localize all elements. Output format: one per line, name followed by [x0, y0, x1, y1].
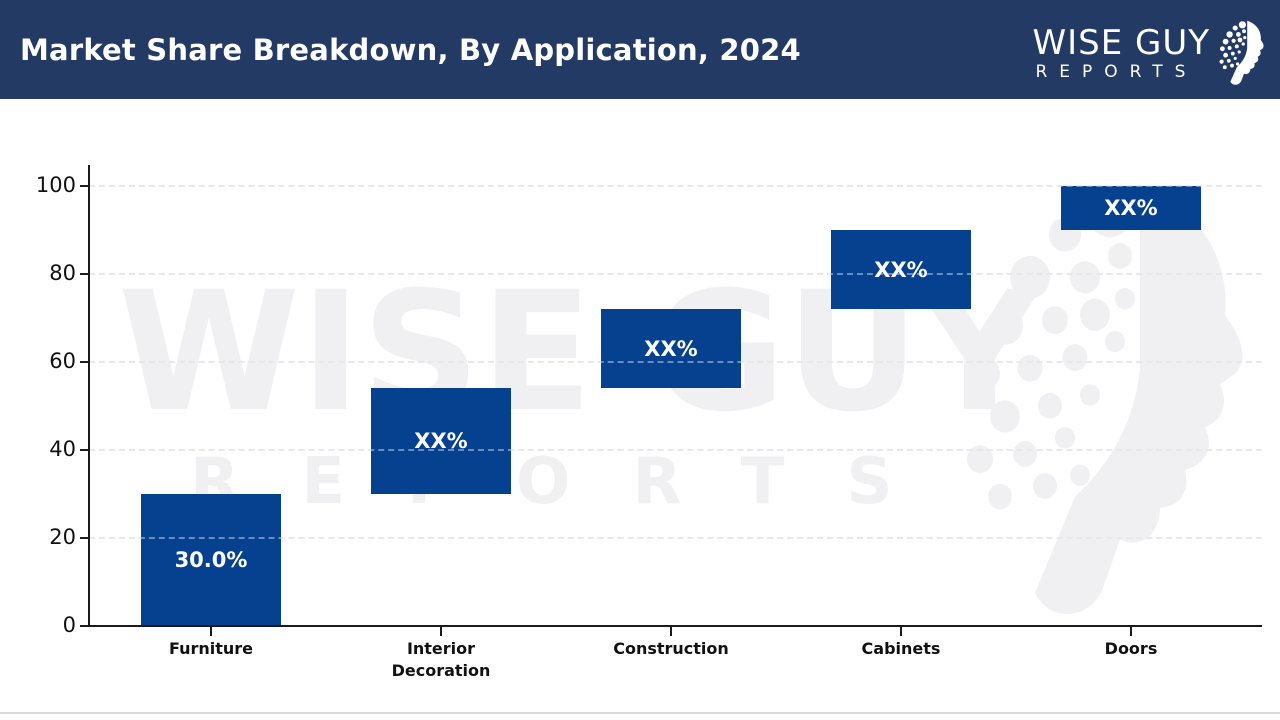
- waterfall-bar-furniture: 30.0%: [141, 494, 281, 626]
- gridline-overlay: [89, 185, 1262, 187]
- gridline-overlay: [89, 361, 1262, 363]
- page-title: Market Share Breakdown, By Application, …: [20, 32, 801, 67]
- watermark-reports-text: REPORTS: [190, 445, 955, 519]
- x-axis-category-label: Construction: [613, 639, 729, 658]
- y-axis-tick-mark: [80, 361, 89, 363]
- logo-wiseguy-text: WISE GUY: [1032, 23, 1210, 63]
- y-axis-tick-label: 100: [35, 173, 76, 197]
- logo-text: WISE GUY REPORTS: [1032, 26, 1210, 82]
- header: Market Share Breakdown, By Application, …: [0, 0, 1280, 99]
- y-axis-tick-label: 20: [49, 525, 76, 549]
- y-axis-tick-label: 40: [49, 437, 76, 461]
- gridline: [89, 185, 1262, 187]
- waterfall-bar-interior-decoration: XX%: [371, 388, 511, 494]
- y-axis-tick-mark: [80, 449, 89, 451]
- x-axis-tick-mark: [440, 627, 442, 636]
- gridline: [89, 449, 1262, 451]
- bar-value-label: 30.0%: [174, 548, 248, 572]
- y-axis-tick-label: 60: [49, 349, 76, 373]
- y-axis-tick-mark: [80, 273, 89, 275]
- bar-value-label: XX%: [414, 429, 468, 454]
- y-axis-tick-mark: [80, 537, 89, 539]
- gridline: [89, 273, 1262, 275]
- x-axis-tick-mark: [210, 627, 212, 636]
- logo-head-icon: [1219, 20, 1264, 85]
- bar-value-label: XX%: [874, 257, 928, 282]
- waterfall-bar-doors: XX%: [1061, 186, 1201, 230]
- y-axis-tick-label: 0: [62, 613, 76, 637]
- x-axis-category-label: Furniture: [168, 639, 254, 658]
- wiseguy-logo: WISE GUY REPORTS: [1012, 4, 1272, 96]
- waterfall-bar-cabinets: XX%: [831, 230, 971, 310]
- x-axis-tick-mark: [1130, 627, 1132, 636]
- x-axis-category-label: Interior Decoration: [391, 639, 491, 680]
- x-axis-line: [88, 625, 1262, 627]
- gridline-overlay: [89, 273, 1262, 275]
- y-axis-tick-label: 80: [49, 261, 76, 285]
- y-axis-tick-mark: [80, 185, 89, 187]
- x-axis-category-label: Cabinets: [861, 639, 941, 658]
- x-axis-tick-mark: [670, 627, 672, 636]
- footer-divider: [0, 712, 1280, 714]
- y-axis-tick-mark: [80, 625, 89, 627]
- bar-value-label: XX%: [1104, 196, 1158, 220]
- x-axis-category-label: Doors: [1104, 639, 1158, 658]
- logo-reports-text: REPORTS: [1035, 62, 1198, 82]
- y-axis-line: [88, 165, 90, 627]
- gridline: [89, 537, 1262, 539]
- x-axis-tick-mark: [900, 627, 902, 636]
- waterfall-bar-construction: XX%: [601, 309, 741, 389]
- watermark-head-icon: [967, 186, 1243, 614]
- gridline-overlay: [89, 537, 1262, 539]
- gridline-overlay: [89, 449, 1262, 451]
- bar-value-label: XX%: [644, 336, 698, 361]
